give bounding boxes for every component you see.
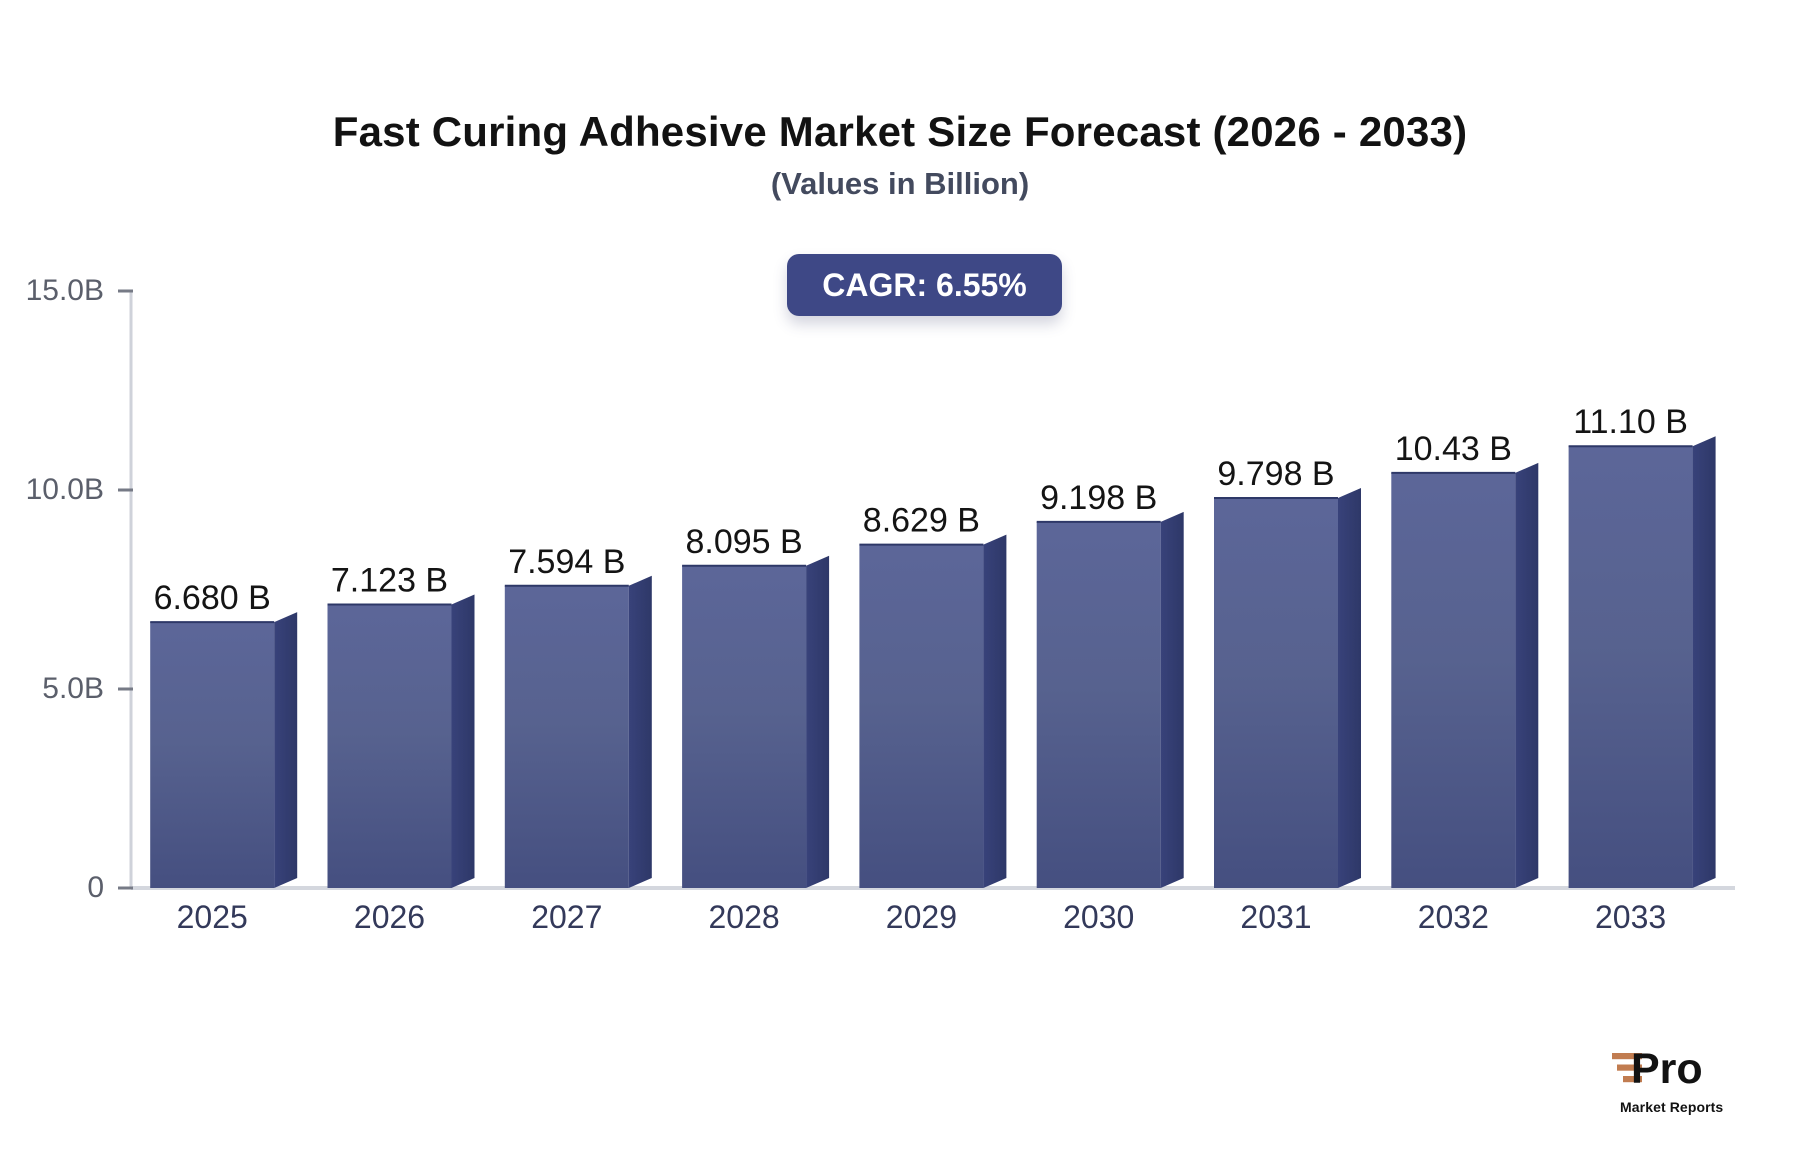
svg-text:10.43 B: 10.43 B: [1395, 430, 1512, 468]
svg-text:9.798 B: 9.798 B: [1217, 455, 1334, 493]
svg-text:6.680 B: 6.680 B: [154, 579, 271, 617]
svg-text:2025: 2025: [177, 899, 248, 935]
svg-text:9.198 B: 9.198 B: [1040, 479, 1157, 517]
svg-text:7.594 B: 7.594 B: [508, 543, 625, 581]
svg-text:2026: 2026: [354, 899, 425, 935]
svg-text:2028: 2028: [709, 899, 780, 935]
svg-text:11.10 B: 11.10 B: [1573, 403, 1688, 441]
svg-text:7.123 B: 7.123 B: [331, 562, 448, 600]
svg-text:2029: 2029: [886, 899, 957, 935]
svg-text:8.095 B: 8.095 B: [685, 523, 802, 561]
svg-text:2033: 2033: [1595, 899, 1666, 935]
svg-text:2031: 2031: [1240, 899, 1311, 935]
svg-text:Pro: Pro: [1631, 1045, 1703, 1093]
svg-text:5.0B: 5.0B: [42, 672, 104, 705]
svg-text:15.0B: 15.0B: [26, 274, 104, 307]
svg-text:10.0B: 10.0B: [26, 473, 104, 506]
svg-text:0: 0: [87, 871, 104, 904]
svg-text:2027: 2027: [531, 899, 602, 935]
svg-text:8.629 B: 8.629 B: [863, 502, 980, 540]
svg-text:2030: 2030: [1063, 899, 1134, 935]
svg-text:2032: 2032: [1418, 899, 1489, 935]
